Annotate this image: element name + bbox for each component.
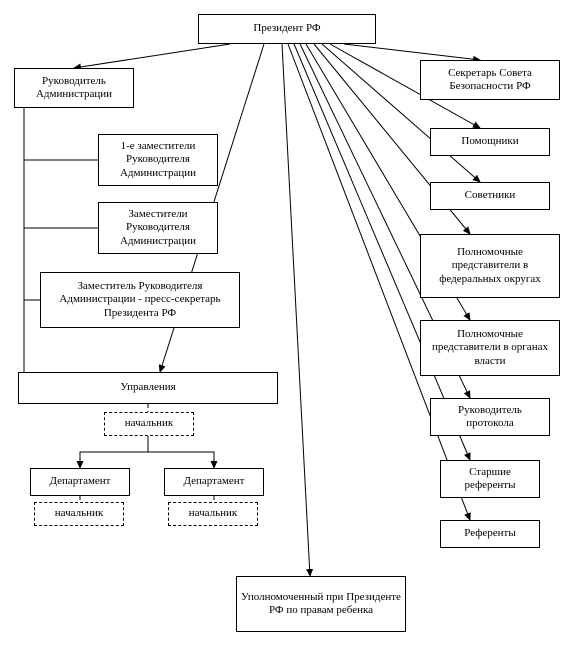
node-president: Президент РФ xyxy=(198,14,376,44)
edge xyxy=(74,44,230,68)
node-rukovoditel: Руководитель Администрации xyxy=(14,68,134,108)
org-chart-canvas: Президент РФ Руководитель Администрации Се… xyxy=(0,0,571,670)
edge xyxy=(282,44,310,576)
node-upravleniya: Управления xyxy=(18,372,278,404)
node-zam2: Заместители Руководителя Администрации xyxy=(98,202,218,254)
edge xyxy=(24,108,98,160)
node-starshie_ref: Старшие референты xyxy=(440,460,540,498)
node-department1: Департамент xyxy=(30,468,130,496)
node-department2: Департамент xyxy=(164,468,264,496)
edge xyxy=(24,228,40,300)
node-referenty: Референты xyxy=(440,520,540,548)
node-ruk_protokola: Руководитель протокола xyxy=(430,398,550,436)
node-pomoshniki: Помощники xyxy=(430,128,550,156)
node-nachalnik_u: начальник xyxy=(104,412,194,436)
node-polnomoch_organy: Полномочные представители в органах влас… xyxy=(420,320,560,376)
edge xyxy=(148,436,214,468)
edge xyxy=(344,44,480,60)
node-zam1: 1-е заместители Руководителя Администрац… xyxy=(98,134,218,186)
edge xyxy=(24,160,98,228)
node-nachalnik_d1: начальник xyxy=(34,502,124,526)
node-nachalnik_d2: начальник xyxy=(168,502,258,526)
node-polnomoch_okruga: Полномочные представители в федеральных … xyxy=(420,234,560,298)
node-upolnomoch: Уполномоченный при Президенте РФ по прав… xyxy=(236,576,406,632)
node-zam3: Заместитель Руководителя Администрации -… xyxy=(40,272,240,328)
edge xyxy=(80,436,148,468)
node-sovetniki: Советники xyxy=(430,182,550,210)
node-secretary: Секретарь Совета Безопасности РФ xyxy=(420,60,560,100)
